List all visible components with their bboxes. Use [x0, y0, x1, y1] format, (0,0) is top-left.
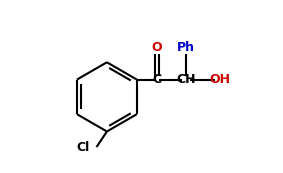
Text: Ph: Ph — [177, 40, 195, 54]
Text: CH: CH — [176, 73, 196, 86]
Text: Cl: Cl — [76, 141, 90, 154]
Text: O: O — [151, 40, 162, 54]
Text: C: C — [152, 73, 161, 86]
Text: OH: OH — [209, 73, 230, 86]
